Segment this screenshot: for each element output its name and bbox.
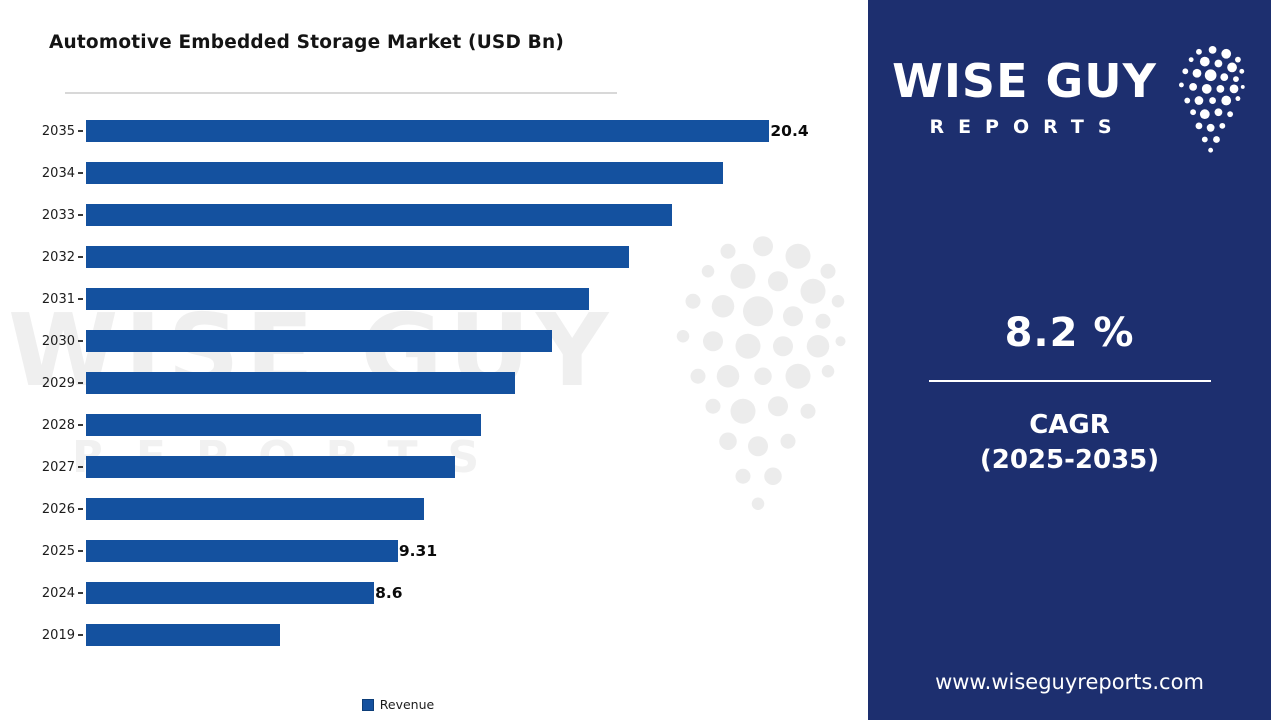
bar-track	[86, 204, 673, 226]
revenue-bar	[86, 288, 589, 310]
legend-swatch	[361, 698, 374, 711]
bar-chart: 2035 20.4 2034 2033 2032 2031 2030 2029 2028 2027…	[20, 110, 860, 656]
year-tick-label: 2019	[41, 627, 75, 643]
cagr-value: 8.2 %	[1004, 309, 1135, 356]
website-link[interactable]: www.wiseguyreports.com	[935, 670, 1204, 694]
bar-track	[86, 246, 629, 268]
bar-track	[86, 498, 425, 520]
logo-wordmark: WISE GUY	[892, 54, 1157, 108]
axis-tick	[78, 130, 83, 132]
revenue-bar	[86, 204, 673, 226]
bar-row: 2033	[20, 194, 860, 236]
cagr-block: 8.2 % CAGR (2025-2035)	[928, 309, 1211, 478]
year-tick-label: 2027	[41, 459, 75, 475]
bar-track	[86, 372, 515, 394]
bar-value-label: 20.4	[770, 122, 809, 140]
bar-row: 2028	[20, 404, 860, 446]
year-tick-label: 2035	[41, 123, 75, 139]
bar-track	[86, 288, 589, 310]
bar-track	[86, 414, 482, 436]
year-tick-label: 2034	[41, 165, 75, 181]
revenue-bar	[86, 498, 425, 520]
axis-tick	[78, 340, 83, 342]
bar-track	[86, 456, 455, 478]
bar-track	[86, 162, 723, 184]
axis-tick	[78, 256, 83, 258]
cagr-label: CAGR	[1029, 409, 1110, 440]
chart-panel: Automotive Embedded Storage Market (USD …	[0, 32, 860, 712]
legend-label: Revenue	[379, 697, 435, 712]
year-tick-label: 2026	[41, 501, 75, 517]
revenue-bar	[86, 414, 482, 436]
bar-row: 2019	[20, 614, 860, 656]
watermark-head-dots-icon	[676, 236, 846, 510]
revenue-bar	[86, 582, 375, 604]
logo: WISE GUY REPORTS	[892, 46, 1247, 158]
axis-tick	[78, 550, 83, 552]
revenue-bar	[86, 540, 398, 562]
bar-row: 2029	[20, 362, 860, 404]
logo-text: WISE GUY REPORTS	[892, 58, 1157, 138]
revenue-bar	[86, 372, 515, 394]
axis-tick	[78, 382, 83, 384]
axis-tick	[78, 466, 83, 468]
bar-row: 2035 20.4	[20, 110, 860, 152]
axis-tick	[78, 172, 83, 174]
legend: Revenue	[0, 697, 796, 712]
cagr-divider	[928, 379, 1211, 382]
year-tick-label: 2024	[41, 585, 75, 601]
axis-tick	[78, 424, 83, 426]
year-tick-label: 2025	[41, 543, 75, 559]
bar-track	[86, 330, 552, 352]
bar-row: 2027	[20, 446, 860, 488]
revenue-bar	[86, 120, 770, 142]
axis-tick	[78, 592, 83, 594]
revenue-bar	[86, 624, 281, 646]
bar-track: 20.4	[86, 120, 809, 142]
title-underline	[65, 92, 617, 94]
chart-title: Automotive Embedded Storage Market (USD …	[49, 32, 564, 53]
cagr-period: (2025-2035)	[979, 445, 1160, 475]
axis-tick	[78, 634, 83, 636]
revenue-bar	[86, 246, 629, 268]
year-tick-label: 2032	[41, 249, 75, 265]
bar-row: 2026	[20, 488, 860, 530]
bar-track: 9.31	[86, 540, 437, 562]
year-tick-label: 2029	[41, 375, 75, 391]
bar-row: 2031	[20, 278, 860, 320]
axis-tick	[78, 508, 83, 510]
bar-value-label: 9.31	[398, 542, 438, 560]
year-tick-label: 2033	[41, 207, 75, 223]
revenue-bar	[86, 330, 552, 352]
bar-row: 2024 8.6	[20, 572, 860, 614]
logo-head-dots-icon	[1178, 46, 1245, 153]
bar-row: 2030	[20, 320, 860, 362]
axis-tick	[78, 214, 83, 216]
bar-value-label: 8.6	[375, 584, 403, 602]
bar-row: 2034	[20, 152, 860, 194]
bar-track	[86, 624, 281, 646]
bar-row: 2025 9.31	[20, 530, 860, 572]
bar-track: 8.6	[86, 582, 403, 604]
year-tick-label: 2030	[41, 333, 75, 349]
year-tick-label: 2031	[41, 291, 75, 307]
brand-panel: WISE GUY REPORTS 8.2 % CAGR (2025-2035) …	[868, 0, 1271, 720]
logo-subtext: REPORTS	[929, 116, 1126, 138]
revenue-bar	[86, 456, 455, 478]
axis-tick	[78, 298, 83, 300]
revenue-bar	[86, 162, 723, 184]
bar-row: 2032	[20, 236, 860, 278]
year-tick-label: 2028	[41, 417, 75, 433]
